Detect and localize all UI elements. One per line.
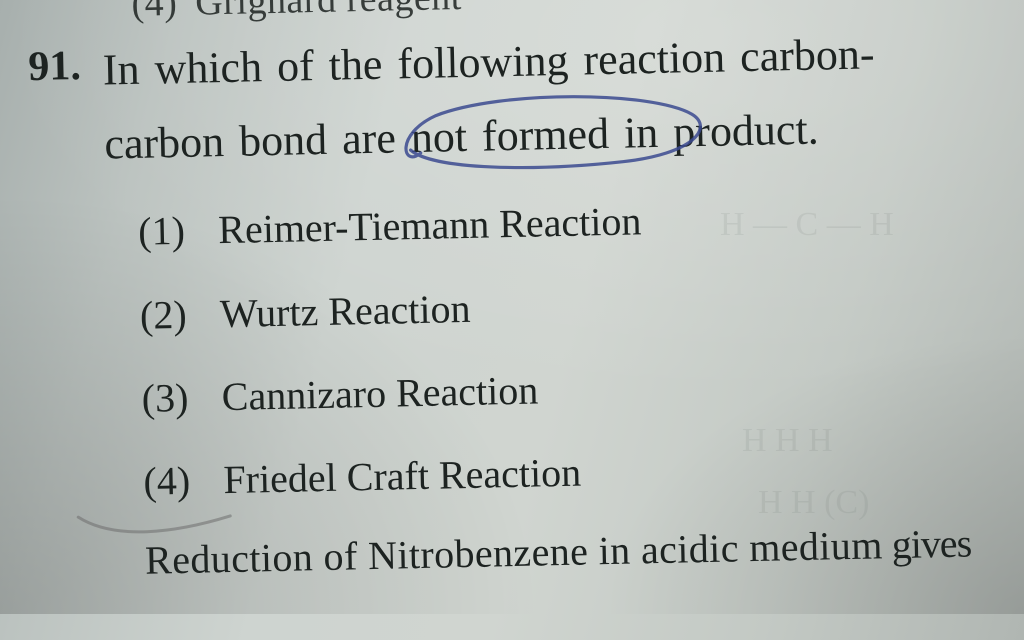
prev-option-text: Grignard reagent [195,0,462,24]
option-4-number: (4) [143,456,210,505]
question-line1: In which of the following reaction carbo… [102,29,875,94]
prev-option-number: (4) [131,0,178,26]
question-line2-after: product. [658,105,819,157]
option-3: (3) Cannizaro Reaction [141,357,988,422]
circled-text: not formed in [410,108,658,162]
option-4: (4) Friedel Craft Reaction [143,440,990,505]
circled-phrase: not formed in [410,99,659,172]
next-question-cutoff: Reduction of Nitrobenzene in acidic medi… [145,519,992,584]
question-block: 91. In which of the following reaction c… [24,18,983,180]
option-3-text: Cannizaro Reaction [221,366,538,420]
next-question-trail: gives [882,521,971,568]
question-number: 91. [24,43,81,90]
option-1-text: Reimer-Tiemann Reaction [218,198,642,254]
option-2-text: Wurtz Reaction [220,284,471,336]
page: (4) Grignard reagent 91. In which of the… [0,0,1024,587]
options-list: (1) Reimer-Tiemann Reaction (2) Wurtz Re… [138,190,990,504]
option-2: (2) Wurtz Reaction [140,274,987,339]
option-1-number: (1) [138,207,205,256]
option-2-number: (2) [140,290,207,339]
option-3-number: (3) [141,373,208,422]
question-line2-before: carbon bond are [104,113,411,168]
option-1: (1) Reimer-Tiemann Reaction [138,190,985,255]
option-4-text: Friedel Craft Reaction [223,449,582,504]
question-text: In which of the following reaction carbo… [102,18,983,179]
next-question-start: Reduction of Nitrobenzene in acidic medi… [145,522,883,582]
